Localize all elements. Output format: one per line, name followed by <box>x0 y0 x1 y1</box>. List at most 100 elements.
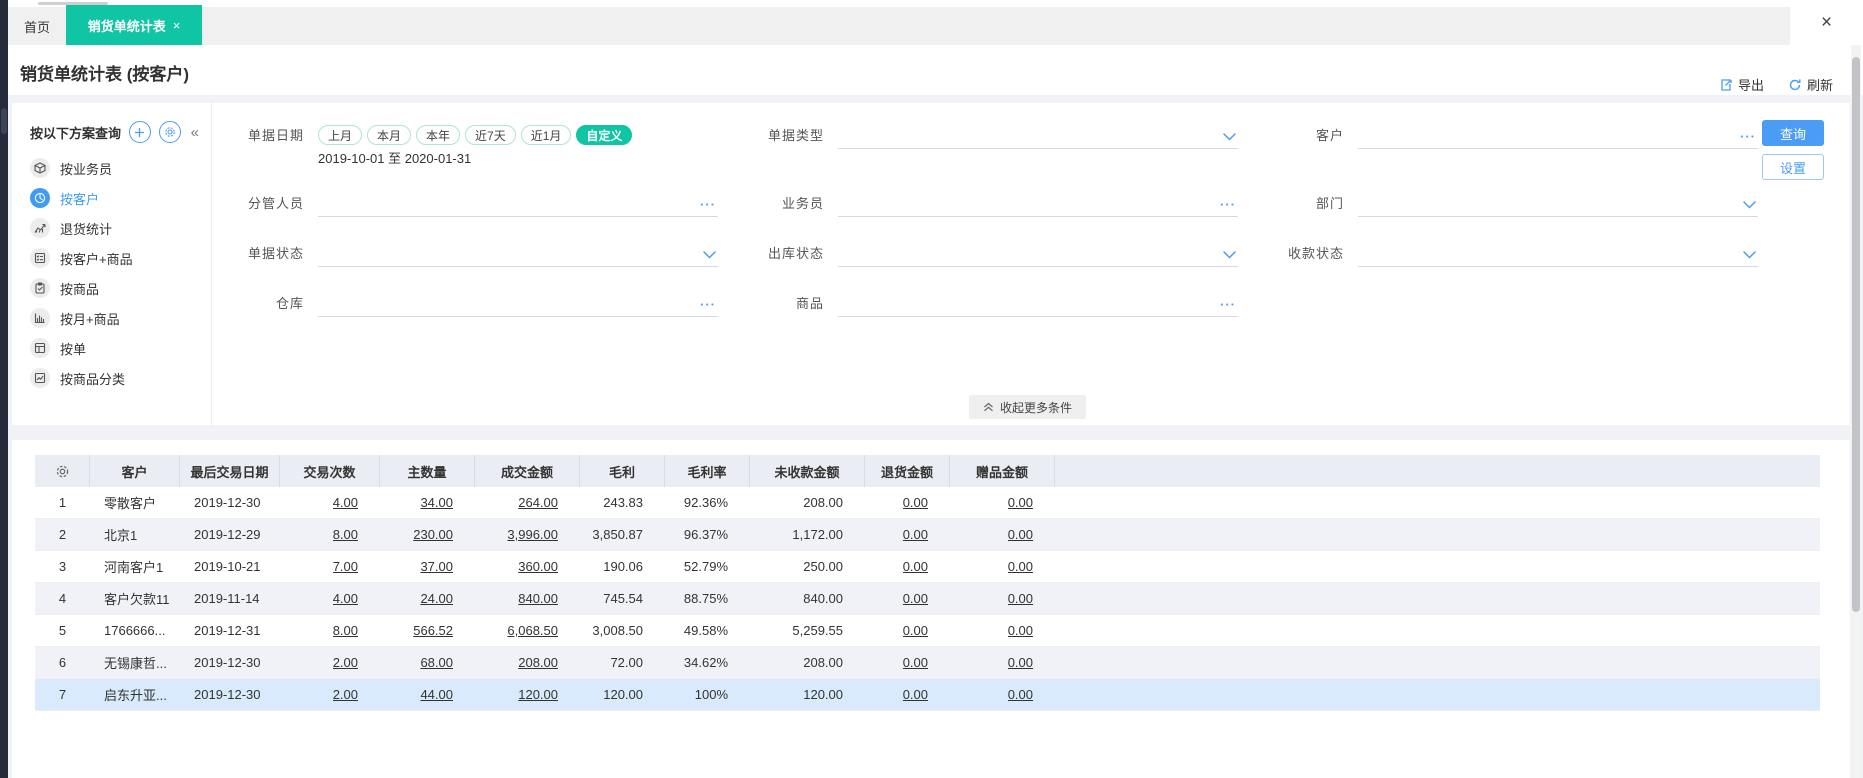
column-header-5[interactable]: 成交金额 <box>475 455 580 487</box>
cell[interactable]: 0.00 <box>902 591 928 606</box>
filter-label: 单据类型 <box>767 128 824 143</box>
cell[interactable]: 230.00 <box>413 527 453 542</box>
cell[interactable]: 0.00 <box>1007 527 1033 542</box>
cell[interactable]: 8.00 <box>332 623 358 638</box>
sidebar-title: 按以下方案查询 <box>30 125 122 141</box>
date-preset-last-month[interactable]: 上月 <box>318 125 363 145</box>
column-header-3[interactable]: 交易次数 <box>280 455 380 487</box>
cell[interactable]: 360.00 <box>518 559 558 574</box>
filter-input[interactable]: ··· <box>838 193 1238 217</box>
cell[interactable]: 37.00 <box>420 559 453 574</box>
sidebar-item-by-month-product[interactable]: 按月+商品 <box>12 303 211 333</box>
cell[interactable]: 2.00 <box>332 655 358 670</box>
sidebar-item-by-customer[interactable]: 按客户 <box>12 183 211 213</box>
cell[interactable]: 0.00 <box>1007 495 1033 510</box>
gear-icon[interactable] <box>55 464 70 479</box>
table-row[interactable]: 4 客户欠款11 2019-11-14 4.00 24.00 840.00 745.54 88… <box>35 583 1820 615</box>
cell[interactable]: 68.00 <box>420 655 453 670</box>
table-row[interactable]: 7 启东升亚... 2019-12-30 2.00 44.00 120.00 120.00 1… <box>35 679 1820 711</box>
cell[interactable]: 840.00 <box>518 591 558 606</box>
export-button[interactable]: 导出 <box>1719 75 1764 94</box>
column-header-9[interactable]: 退货金额 <box>865 455 950 487</box>
settings-button[interactable]: 设置 <box>1762 154 1824 180</box>
cell[interactable]: 6,068.50 <box>507 623 558 638</box>
cell[interactable]: 0.00 <box>902 559 928 574</box>
column-header-4[interactable]: 主数量 <box>380 455 475 487</box>
sidebar-item-by-product[interactable]: 按商品 <box>12 273 211 303</box>
collapse-more-conditions-button[interactable]: 收起更多条件 <box>969 395 1087 419</box>
cell[interactable]: 24.00 <box>420 591 453 606</box>
cell[interactable]: 4.00 <box>332 495 358 510</box>
sidebar-item-by-salesman[interactable]: 按业务员 <box>12 153 211 183</box>
rail-scroll-thumb[interactable] <box>1 108 7 134</box>
tab-home[interactable]: 首页 <box>23 19 50 35</box>
scheme-settings-button[interactable] <box>158 121 181 143</box>
cell[interactable]: 0.00 <box>902 495 928 510</box>
cell: 52.79% <box>683 559 728 574</box>
sidebar-item-by-order[interactable]: 按单 <box>12 333 211 363</box>
column-header-2[interactable]: 最后交易日期 <box>180 455 280 487</box>
sidebar-item-by-customer-product[interactable]: 按客户+商品 <box>12 243 211 273</box>
tab-sales-report[interactable]: 销货单统计表 × <box>66 5 202 45</box>
cell[interactable]: 120.00 <box>518 687 558 702</box>
ellipsis-icon: ··· <box>700 197 716 212</box>
cell[interactable]: 8.00 <box>332 527 358 542</box>
cell[interactable]: 566.52 <box>413 623 453 638</box>
cell[interactable]: 44.00 <box>420 687 453 702</box>
sidebar-collapse-icon[interactable]: « <box>190 123 199 141</box>
filter-input[interactable] <box>838 243 1238 267</box>
table-row[interactable]: 1 零散客户 2019-12-30 4.00 34.00 264.00 243.83 92.3… <box>35 487 1820 519</box>
table-row[interactable]: 5 1766666... 2019-12-31 8.00 566.52 6,068.50 3… <box>35 615 1820 647</box>
cell[interactable]: 0.00 <box>902 623 928 638</box>
cell: 72.00 <box>610 655 643 670</box>
filter-input[interactable]: ··· <box>318 193 718 217</box>
cell[interactable]: 3,996.00 <box>507 527 558 542</box>
gear-column[interactable] <box>35 455 90 487</box>
cell[interactable]: 0.00 <box>1007 655 1033 670</box>
chevron-down-icon <box>1743 251 1756 259</box>
date-preset-last-7-days[interactable]: 近7天 <box>465 125 516 145</box>
column-header-6[interactable]: 毛利 <box>580 455 665 487</box>
table-row[interactable]: 3 河南客户1 2019-10-21 7.00 37.00 360.00 190.06 52.… <box>35 551 1820 583</box>
filter-input[interactable] <box>318 243 718 267</box>
refresh-button[interactable]: 刷新 <box>1788 75 1833 94</box>
cell[interactable]: 4.00 <box>332 591 358 606</box>
cell[interactable]: 264.00 <box>518 495 558 510</box>
add-scheme-button[interactable] <box>128 121 151 143</box>
scrollbar-thumb[interactable] <box>1852 57 1860 612</box>
column-header-8[interactable]: 未收款金额 <box>750 455 865 487</box>
date-preset-this-year[interactable]: 本年 <box>416 125 461 145</box>
cell[interactable]: 0.00 <box>1007 559 1033 574</box>
filter-input[interactable]: ··· <box>1358 125 1758 149</box>
filter-input[interactable] <box>1358 193 1758 217</box>
cell[interactable]: 2.00 <box>332 687 358 702</box>
filter-input[interactable] <box>838 125 1238 149</box>
cell[interactable]: 0.00 <box>902 687 928 702</box>
cell[interactable]: 0.00 <box>1007 591 1033 606</box>
date-preset-custom[interactable]: 自定义 <box>576 125 633 145</box>
close-icon[interactable]: × <box>1820 11 1833 33</box>
table-row[interactable]: 2 北京1 2019-12-29 8.00 230.00 3,996.00 3,850.87… <box>35 519 1820 551</box>
vertical-scrollbar[interactable] <box>1851 45 1861 778</box>
date-preset-this-month[interactable]: 本月 <box>367 125 412 145</box>
column-header-1[interactable]: 客户 <box>90 455 180 487</box>
column-header-10[interactable]: 赠品金额 <box>950 455 1055 487</box>
column-header-7[interactable]: 毛利率 <box>665 455 750 487</box>
filter-input[interactable] <box>1358 243 1758 267</box>
filter-input[interactable]: ··· <box>318 293 718 317</box>
sidebar-item-returns-stats[interactable]: 退货统计 <box>12 213 211 243</box>
date-range-value[interactable]: 2019-10-01 至 2020-01-31 <box>318 151 472 166</box>
cell[interactable]: 208.00 <box>518 655 558 670</box>
cell[interactable]: 34.00 <box>420 495 453 510</box>
table-row[interactable]: 6 无锡康哲... 2019-12-30 2.00 68.00 208.00 72.00 34… <box>35 647 1820 679</box>
cell[interactable]: 0.00 <box>902 655 928 670</box>
cell[interactable]: 0.00 <box>902 527 928 542</box>
date-preset-last-1-month[interactable]: 近1月 <box>520 125 572 145</box>
cell[interactable]: 7.00 <box>332 559 358 574</box>
filter-input[interactable]: ··· <box>838 293 1238 317</box>
cell[interactable]: 0.00 <box>1007 687 1033 702</box>
cell[interactable]: 0.00 <box>1007 623 1033 638</box>
query-button[interactable]: 查询 <box>1762 120 1824 146</box>
sidebar-item-by-product-category[interactable]: 按商品分类 <box>12 363 211 393</box>
tab-close-icon[interactable]: × <box>172 17 181 33</box>
